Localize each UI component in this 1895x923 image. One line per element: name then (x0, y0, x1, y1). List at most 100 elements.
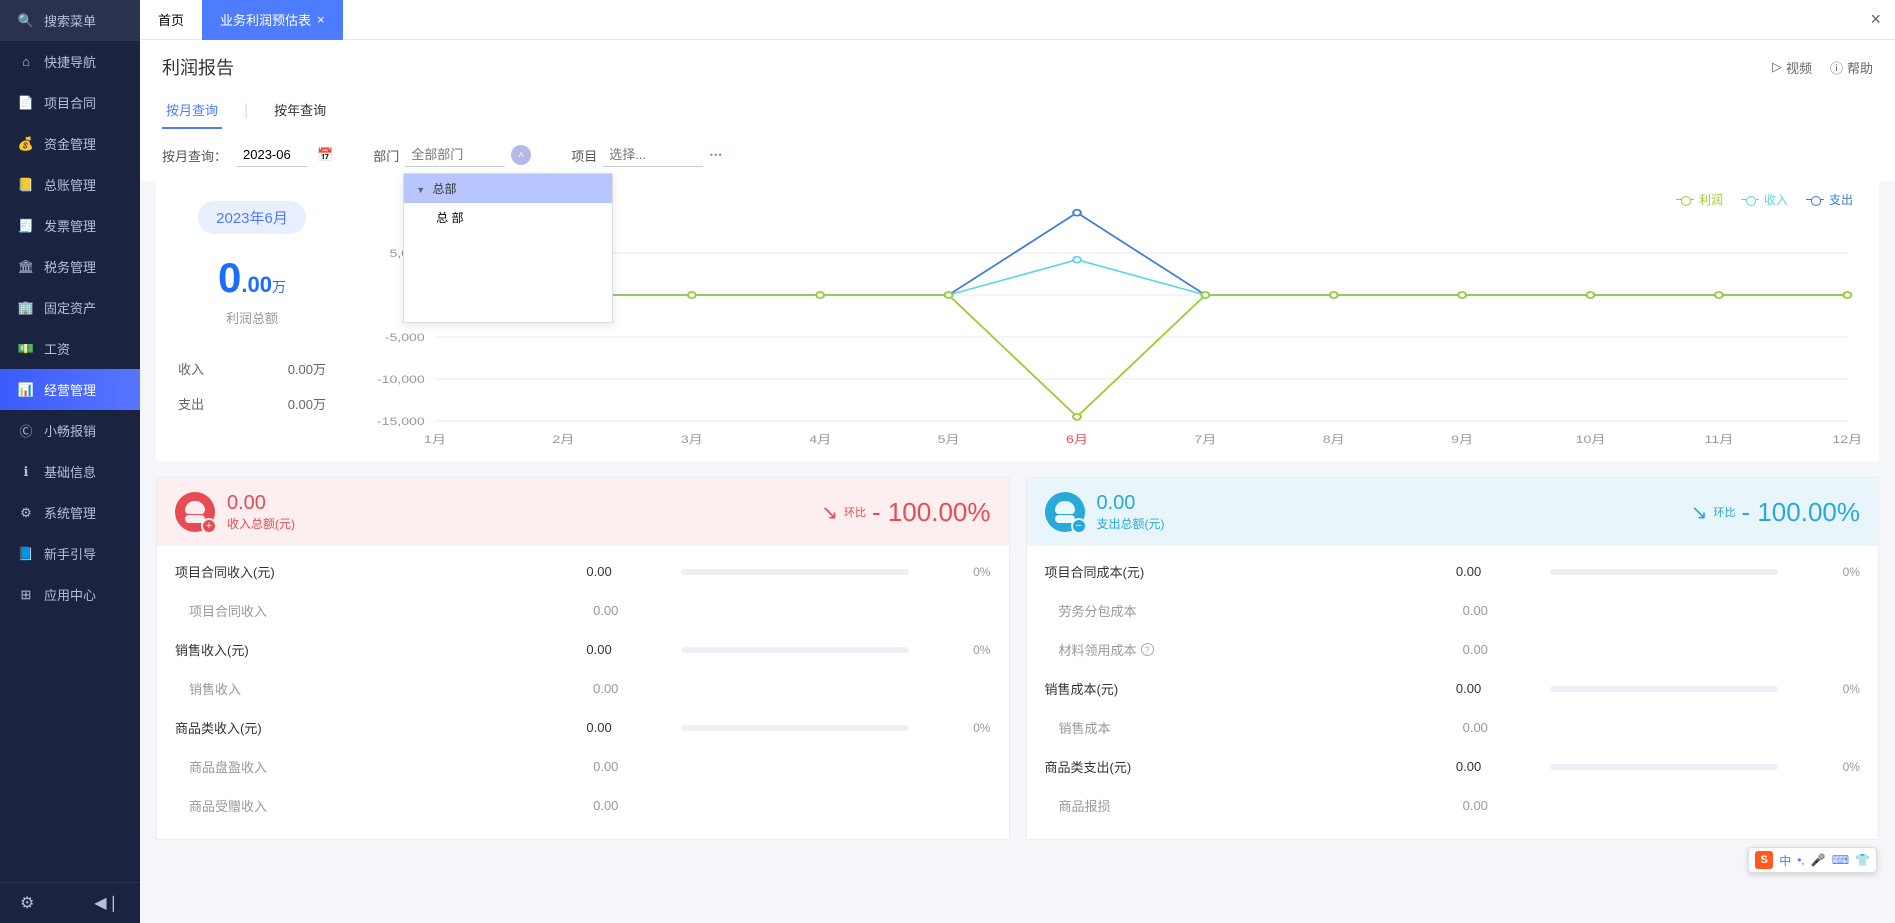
ops-icon: 📊 (18, 382, 34, 398)
video-link[interactable]: ▷ 视频 (1772, 58, 1812, 77)
row-value: 0.00 (526, 798, 686, 813)
sidebar-item-ops[interactable]: 📊 经营管理 (0, 369, 140, 410)
sidebar-item-c[interactable]: Ⓒ小畅报销 (0, 410, 140, 451)
sidebar-item-money[interactable]: 💰资金管理 (0, 123, 140, 164)
sidebar-item-search[interactable]: 🔍搜索菜单 (0, 0, 140, 41)
expense-total: 0.00 (1097, 492, 1165, 515)
sidebar-item-label: 工资 (44, 339, 70, 358)
month-input[interactable] (237, 143, 307, 167)
ime-keyboard-icon[interactable]: ⌨ (1832, 853, 1849, 867)
row-label: 商品受赠收入 (189, 796, 526, 815)
sidebar-item-compass[interactable]: ⌂快捷导航 (0, 41, 140, 82)
legend-profit[interactable]: 利润 (1676, 191, 1723, 208)
contract-icon: 📄 (18, 95, 34, 111)
table-row: 商品盘盈收入0.00 (175, 747, 991, 786)
dropdown-item-child[interactable]: 总 部 (404, 203, 612, 232)
invoice-icon: 🧾 (18, 218, 34, 234)
collapse-icon[interactable]: ◀❘ (94, 893, 120, 913)
sidebar-item-invoice[interactable]: 🧾 发票管理 (0, 205, 140, 246)
table-row: 商品报损0.00 (1045, 786, 1861, 825)
row-pct: 0% (1778, 760, 1860, 774)
expense-pct: - 100.00% (1741, 497, 1860, 528)
calendar-icon[interactable]: 📅 (317, 147, 333, 163)
subtab-monthly[interactable]: 按月查询 (162, 92, 222, 129)
sidebar-item-tax[interactable]: 🏛税务管理 (0, 246, 140, 287)
search-icon: 🔍 (18, 13, 34, 29)
row-bar (681, 647, 909, 653)
chevron-up-icon[interactable]: ˄ (511, 145, 531, 165)
row-bar (1550, 569, 1778, 575)
row-value: 0.00 (1387, 564, 1550, 579)
chart-legend: 利润 收入 支出 (1676, 191, 1853, 208)
sidebar-item-label: 发票管理 (44, 216, 96, 235)
sidebar-item-guide[interactable]: 📘新手引导 (0, 533, 140, 574)
dropdown-item-root[interactable]: ▼ 总部 (404, 174, 612, 203)
tab-profit-estimate[interactable]: 业务利润预估表 × (202, 0, 343, 40)
row-label: 商品类收入(元) (175, 718, 518, 737)
tab-close-icon[interactable]: × (317, 12, 325, 27)
subtab-yearly[interactable]: 按年查询 (270, 92, 330, 129)
row-pct: 0% (909, 643, 991, 657)
row-bar (1550, 764, 1778, 770)
sidebar-item-label: 总账管理 (44, 175, 96, 194)
sidebar-item-label: 小畅报销 (44, 421, 96, 440)
sidebar-footer: ⚙ ◀❘ (0, 882, 140, 923)
tabs-close-all[interactable]: × (1856, 9, 1895, 30)
income-rows: 项目合同收入(元)0.000%项目合同收入0.00销售收入(元)0.000%销售… (157, 546, 1009, 839)
sidebar-item-salary[interactable]: 💵 工资 (0, 328, 140, 369)
sidebar-item-label: 应用中心 (44, 585, 96, 604)
row-bar (681, 569, 909, 575)
dept-input[interactable] (405, 143, 505, 167)
sidebar-item-label: 经营管理 (44, 380, 96, 399)
summary-card: 2023年6月 0.00万 利润总额 收入 0.00万 支出 0.00万 (162, 181, 342, 451)
proj-input[interactable] (603, 143, 703, 167)
income-panel: + 0.00 收入总额(元) ↘ 环比 - 100.00% (156, 477, 1010, 840)
info-icon: ℹ (18, 464, 34, 480)
income-icon: + (175, 492, 215, 532)
ime-lang[interactable]: 中 (1779, 852, 1791, 869)
ime-mic-icon[interactable]: 🎤 (1811, 853, 1826, 867)
salary-icon: 💵 (18, 341, 34, 357)
row-label: 劳务分包成本 (1059, 601, 1396, 620)
sidebar-item-label: 固定资产 (44, 298, 96, 317)
sidebar-item-contract[interactable]: 📄项目合同 (0, 82, 140, 123)
help-icon: ⓘ (1830, 58, 1843, 77)
profit-total-label: 利润总额 (172, 308, 332, 327)
sidebar-item-apps[interactable]: ⊞ 应用中心 (0, 574, 140, 615)
profit-total: 0.00万 (172, 254, 332, 302)
date-badge: 2023年6月 (198, 201, 306, 234)
expense-panel-header: − 0.00 支出总额(元) ↘ 环比 - 100.00% (1027, 478, 1879, 546)
summary-expense: 支出 0.00万 (172, 386, 332, 421)
income-total: 0.00 (227, 492, 295, 515)
sidebar-item-info[interactable]: ℹ基础信息 (0, 451, 140, 492)
sidebar-item-sys[interactable]: ⚙系统管理 (0, 492, 140, 533)
row-label: 商品盘盈收入 (189, 757, 526, 776)
apps-icon: ⊞ (18, 587, 34, 603)
more-icon[interactable]: ⋯ (709, 147, 724, 163)
ime-toolbar[interactable]: S 中 •, 🎤 ⌨ 👕 (1748, 847, 1877, 873)
table-row: 项目合同成本(元)0.00 0% (1045, 552, 1861, 591)
row-label: 商品报损 (1059, 796, 1396, 815)
legend-expense[interactable]: 支出 (1806, 191, 1853, 208)
row-pct: 0% (909, 721, 991, 735)
help-link[interactable]: ⓘ 帮助 (1830, 58, 1873, 77)
svg-text:9月: 9月 (1451, 433, 1473, 445)
legend-income[interactable]: 收入 (1741, 191, 1788, 208)
row-label: 项目合同成本(元) (1045, 562, 1388, 581)
help-icon[interactable]: ? (1141, 643, 1154, 656)
ime-skin-icon[interactable]: 👕 (1855, 853, 1870, 867)
table-row: 商品类收入(元)0.000% (175, 708, 991, 747)
asset-icon: 🏢 (18, 300, 34, 316)
tab-home[interactable]: 首页 (140, 0, 202, 40)
row-pct: 0% (1778, 565, 1860, 579)
play-icon: ▷ (1772, 59, 1782, 75)
trend-down-icon: ↘ (821, 500, 838, 525)
sidebar-item-ledger[interactable]: 📒 总账管理 (0, 164, 140, 205)
income-total-label: 收入总额(元) (227, 515, 295, 532)
table-row: 销售收入(元)0.000% (175, 630, 991, 669)
ime-punct-icon[interactable]: •, (1797, 853, 1805, 867)
ledger-icon: 📒 (18, 177, 34, 193)
sidebar-item-asset[interactable]: 🏢 固定资产 (0, 287, 140, 328)
settings-icon[interactable]: ⚙ (20, 893, 34, 913)
money-icon: 💰 (18, 136, 34, 152)
